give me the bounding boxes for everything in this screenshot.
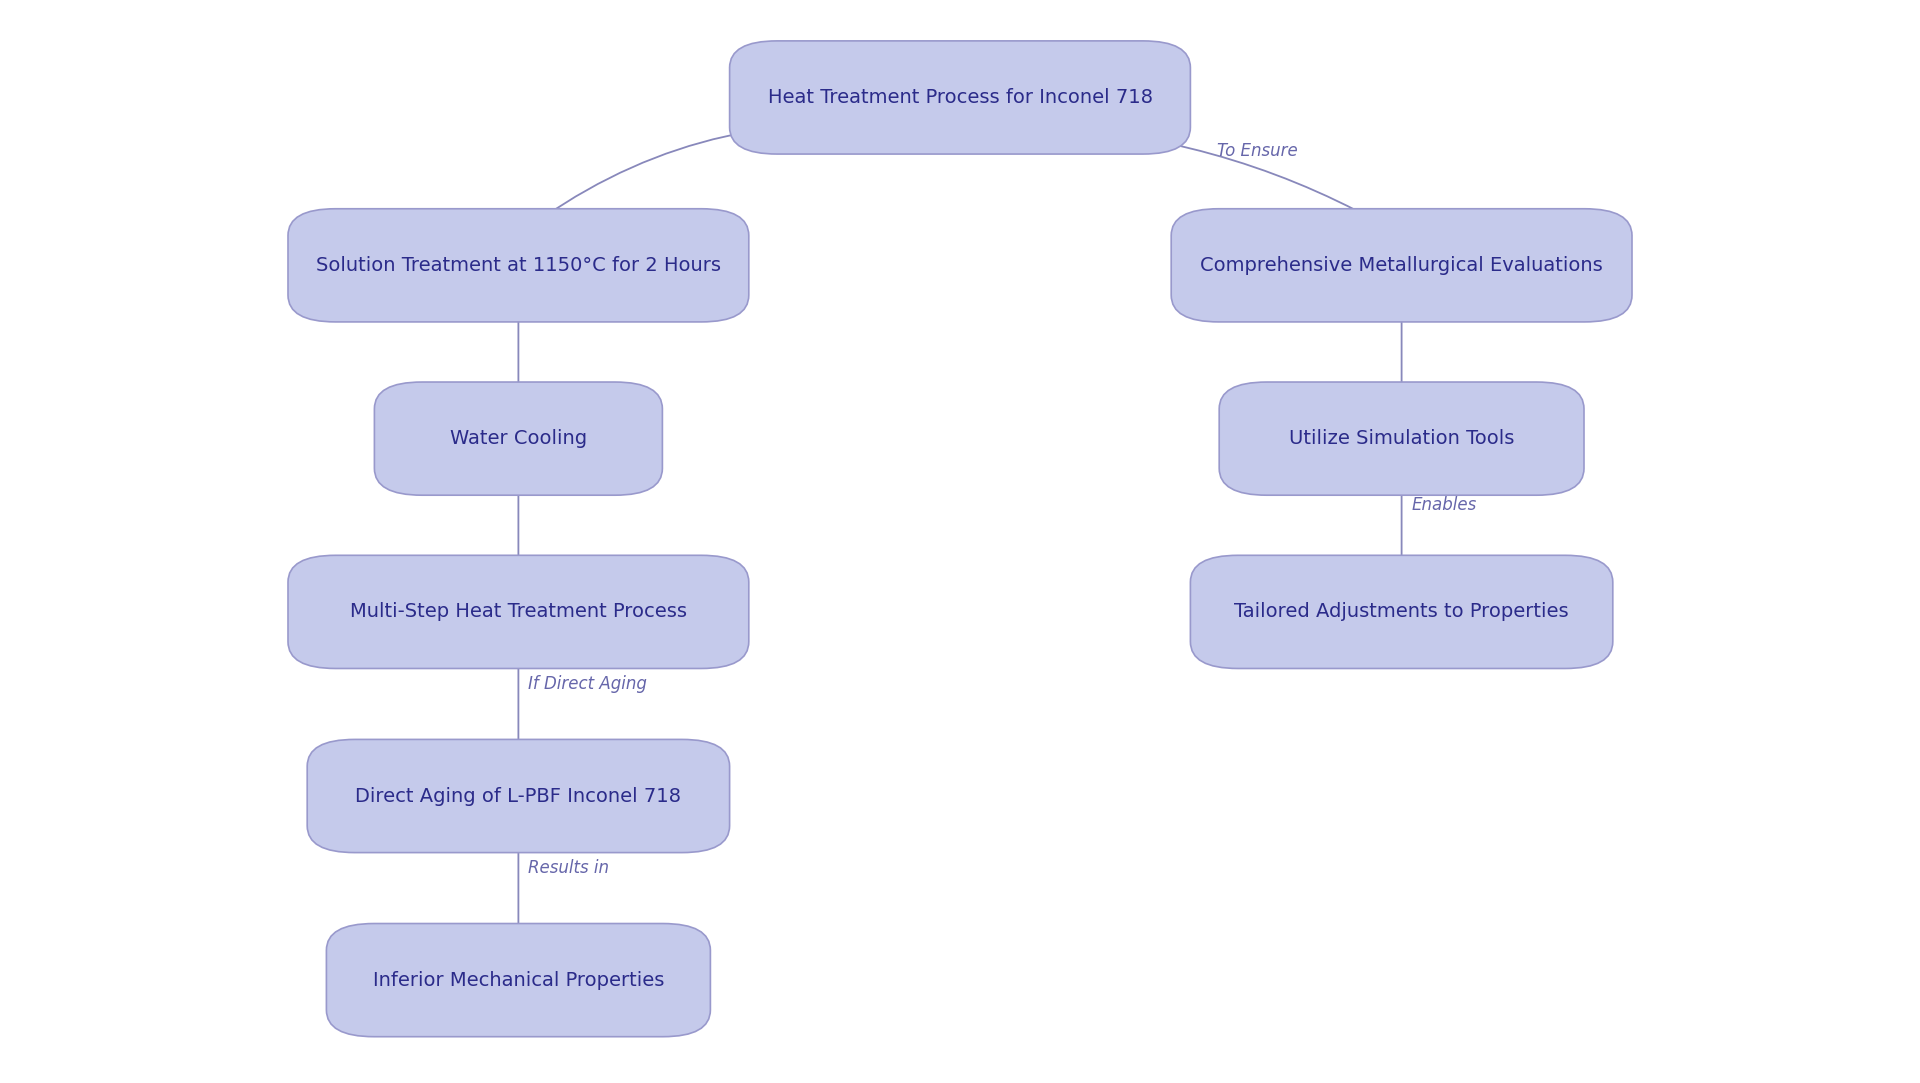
Text: Enables: Enables: [1411, 496, 1476, 514]
Text: Results in: Results in: [528, 859, 609, 877]
Text: Direct Aging of L-PBF Inconel 718: Direct Aging of L-PBF Inconel 718: [355, 786, 682, 806]
Text: Solution Treatment at 1150°C for 2 Hours: Solution Treatment at 1150°C for 2 Hours: [317, 256, 720, 275]
Text: Heat Treatment Process for Inconel 718: Heat Treatment Process for Inconel 718: [768, 88, 1152, 107]
Text: If Direct Aging: If Direct Aging: [528, 675, 647, 693]
FancyBboxPatch shape: [288, 209, 749, 322]
FancyBboxPatch shape: [374, 382, 662, 495]
FancyBboxPatch shape: [326, 924, 710, 1036]
FancyBboxPatch shape: [307, 740, 730, 852]
FancyBboxPatch shape: [730, 41, 1190, 154]
Text: Inferior Mechanical Properties: Inferior Mechanical Properties: [372, 970, 664, 990]
Text: Water Cooling: Water Cooling: [449, 429, 588, 448]
FancyBboxPatch shape: [1219, 382, 1584, 495]
Text: Comprehensive Metallurgical Evaluations: Comprehensive Metallurgical Evaluations: [1200, 256, 1603, 275]
FancyBboxPatch shape: [1171, 209, 1632, 322]
Text: Multi-Step Heat Treatment Process: Multi-Step Heat Treatment Process: [349, 602, 687, 622]
Text: Tailored Adjustments to Properties: Tailored Adjustments to Properties: [1235, 602, 1569, 622]
Text: Utilize Simulation Tools: Utilize Simulation Tools: [1288, 429, 1515, 448]
FancyBboxPatch shape: [288, 556, 749, 668]
Text: To Ensure: To Ensure: [1217, 142, 1298, 159]
FancyBboxPatch shape: [1190, 556, 1613, 668]
